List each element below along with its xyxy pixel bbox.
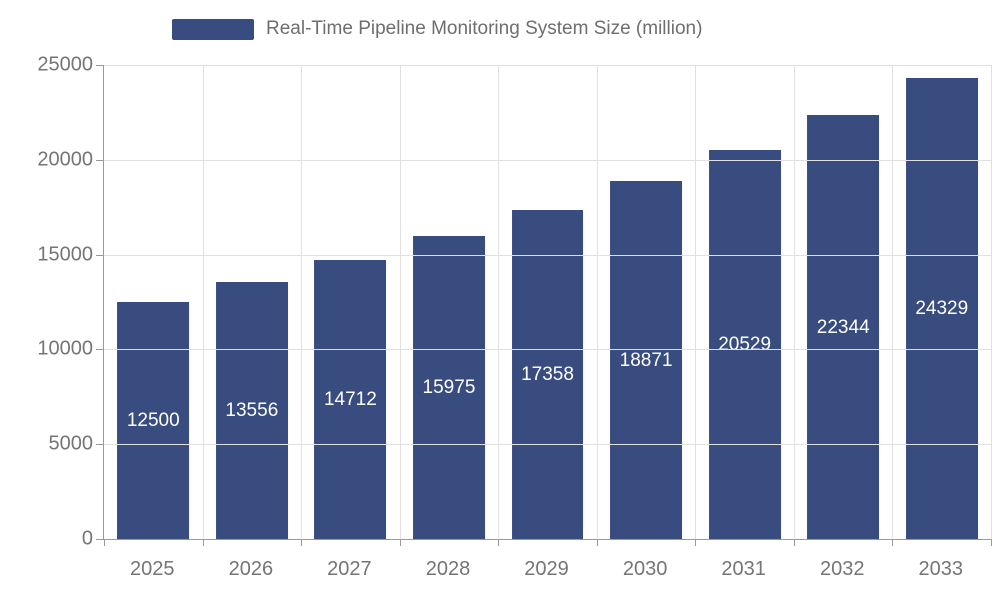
- x-axis-label-2026: 2026: [228, 558, 274, 580]
- bar-value-label: 13556: [225, 399, 279, 421]
- v-gridline: [793, 65, 795, 539]
- v-gridline: [399, 65, 401, 539]
- x-axis-label-2028: 2028: [425, 558, 471, 580]
- x-axis-tick: [301, 539, 303, 546]
- bar-2027[interactable]: 14712: [314, 260, 387, 539]
- bar-2033[interactable]: 24329: [905, 77, 978, 539]
- x-axis-label-2033: 2033: [918, 558, 964, 580]
- x-axis-label-2025: 2025: [130, 558, 175, 580]
- x-axis-label-2030: 2030: [622, 558, 668, 580]
- bar-2030[interactable]: 18871: [610, 181, 683, 539]
- x-axis-tick: [399, 539, 401, 546]
- bar-cell: 18871: [597, 65, 696, 539]
- y-axis-tick-label: 5000: [48, 432, 94, 455]
- legend-label: Real-Time Pipeline Monitoring System Siz…: [266, 18, 703, 39]
- v-gridline: [991, 65, 992, 539]
- y-axis-tick: [96, 444, 104, 446]
- v-gridline: [596, 65, 598, 539]
- y-axis-tick-label: 25000: [37, 53, 93, 76]
- x-axis-tick: [498, 539, 500, 546]
- bar-value-label: 12500: [126, 410, 180, 431]
- bar-cell: 12500: [104, 65, 203, 539]
- y-axis-tick: [96, 159, 104, 161]
- v-gridline: [301, 65, 303, 539]
- bar-value-label: 22344: [816, 316, 870, 338]
- bar-cell: 22344: [794, 65, 893, 539]
- bar-series: 12500 13556 14712 15975 17358 18871 20529 22344…: [104, 65, 991, 539]
- x-axis-tick: [695, 539, 697, 546]
- bar-cell: 24329: [893, 65, 992, 539]
- h-gridline: [104, 65, 991, 66]
- y-axis-tick-label: 15000: [37, 243, 93, 266]
- h-gridline: [104, 159, 991, 161]
- x-axis-tick: [202, 539, 204, 546]
- bar-value-label: 17358: [521, 363, 574, 385]
- bar-value-label: 15975: [422, 377, 476, 399]
- bar-cell: 15975: [400, 65, 499, 539]
- h-gridline: [104, 444, 991, 446]
- h-gridline: [104, 254, 991, 256]
- v-gridline: [695, 65, 697, 539]
- v-gridline: [202, 65, 204, 539]
- bar-2026[interactable]: 13556: [215, 281, 288, 539]
- x-axis-label-2027: 2027: [327, 558, 372, 580]
- y-axis-tick: [96, 254, 104, 256]
- bar-cell: 20529: [695, 65, 794, 539]
- plot-area: 12500 13556 14712 15975 17358 18871 20529 22344…: [96, 65, 992, 546]
- bar-cell: 17358: [498, 65, 597, 539]
- x-axis-tick: [793, 539, 795, 546]
- x-axis-label-2029: 2029: [524, 558, 569, 580]
- y-axis-tick: [96, 539, 104, 540]
- bar-2032[interactable]: 22344: [807, 115, 880, 539]
- bar-value-label: 20529: [718, 333, 772, 355]
- bar-value-label: 24329: [915, 297, 969, 319]
- bar-cell: 13556: [203, 65, 302, 539]
- x-axis-tick: [892, 539, 894, 546]
- legend-swatch: [172, 18, 254, 40]
- x-axis-tick: [596, 539, 598, 546]
- v-gridline: [892, 65, 894, 539]
- y-axis-tick-label: 20000: [37, 148, 93, 171]
- bar-cell: 14712: [301, 65, 400, 539]
- bar-2028[interactable]: 15975: [413, 236, 485, 539]
- x-axis-tick: [104, 539, 105, 546]
- bar-value-label: 14712: [323, 389, 377, 411]
- x-axis-tick: [991, 539, 992, 546]
- x-axis-label-2031: 2031: [721, 558, 766, 580]
- y-axis-tick: [96, 349, 104, 351]
- legend[interactable]: Real-Time Pipeline Monitoring System Siz…: [172, 18, 702, 40]
- y-axis: 0 5000 10000 15000 20000 25000: [0, 54, 94, 550]
- bar-2031[interactable]: 20529: [708, 149, 781, 539]
- y-axis-tick-label: 10000: [37, 337, 93, 360]
- h-gridline: [104, 349, 991, 351]
- bar-2029[interactable]: 17358: [511, 209, 584, 539]
- bar-2025[interactable]: 12500: [117, 302, 190, 539]
- y-axis-tick: [96, 65, 104, 66]
- v-gridline: [498, 65, 500, 539]
- x-axis: 2025 2026 2027 2028 2029 2030 2031 2032 2033: [103, 558, 990, 581]
- bar-value-label: 18871: [619, 349, 673, 371]
- y-axis-tick-label: 0: [81, 527, 93, 550]
- x-axis-label-2032: 2032: [819, 558, 865, 580]
